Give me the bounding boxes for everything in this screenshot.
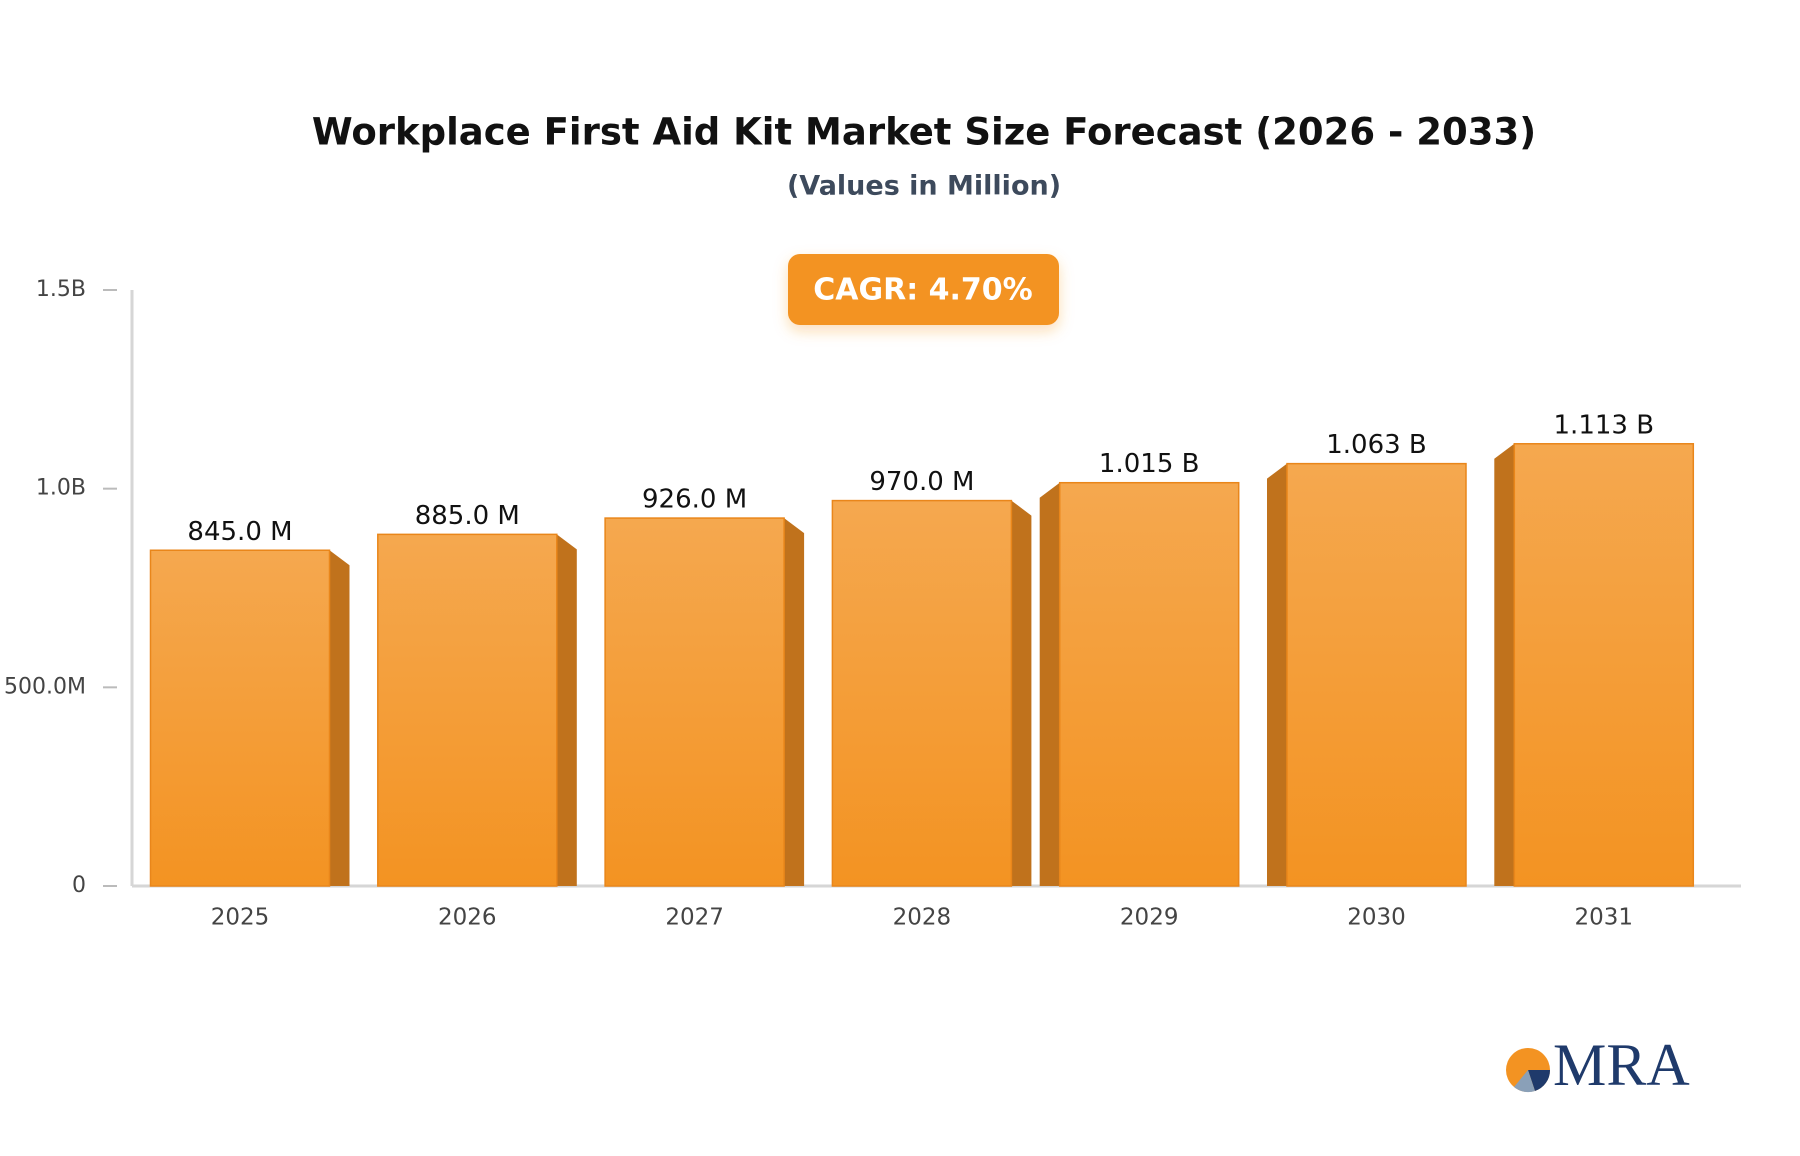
value-label: 845.0 M — [187, 517, 292, 547]
x-tick-label: 2031 — [1575, 905, 1634, 931]
chart-title: Workplace First Aid Kit Market Size Fore… — [312, 111, 1536, 154]
bar — [831, 499, 1013, 887]
y-tick-label: 1.5B — [36, 277, 86, 302]
bar-side — [1011, 500, 1032, 886]
bar — [604, 517, 785, 887]
bar-side — [1039, 482, 1060, 886]
x-tick-label: 2030 — [1347, 905, 1406, 931]
bar — [1513, 443, 1695, 887]
x-tick-label: 2027 — [665, 905, 724, 931]
bar — [149, 549, 331, 887]
value-label: 926.0 M — [642, 485, 747, 515]
bar — [1058, 481, 1240, 887]
value-label: 885.0 M — [415, 501, 520, 531]
bar-side — [556, 534, 577, 886]
y-tick-label: 500.0M — [4, 674, 86, 699]
logo-icon-slice — [1514, 1070, 1535, 1093]
chart-subtitle: (Values in Million) — [787, 171, 1061, 202]
value-label: 1.113 B — [1554, 410, 1655, 440]
x-tick-label: 2028 — [893, 905, 952, 931]
logo-text: MRA — [1553, 1032, 1690, 1098]
plot-area: 0 500.0M 1.0B 1.5B 2025 845.0 M 2026 885.0 M 202… — [4, 277, 1741, 931]
bar-side — [329, 550, 350, 886]
logo: MRA — [1506, 1032, 1690, 1098]
cagr-badge — [788, 254, 1059, 325]
x-tick-label: 2026 — [438, 905, 497, 931]
x-tick-label: 2029 — [1120, 905, 1179, 931]
y-tick-label: 1.0B — [36, 476, 86, 501]
cagr-label: CAGR: 4.70% — [813, 273, 1032, 308]
y-tick-label: 0 — [72, 873, 86, 898]
logo-icon-slice — [1528, 1070, 1551, 1091]
value-label: 1.063 B — [1326, 430, 1427, 460]
bar — [1286, 462, 1467, 887]
bar — [377, 533, 558, 887]
x-tick-label: 2025 — [211, 905, 270, 931]
bar-side — [1267, 463, 1287, 886]
value-label: 1.015 B — [1099, 449, 1200, 479]
value-label: 970.0 M — [869, 467, 974, 497]
bar-side — [784, 518, 805, 886]
bar-side — [1494, 443, 1515, 886]
